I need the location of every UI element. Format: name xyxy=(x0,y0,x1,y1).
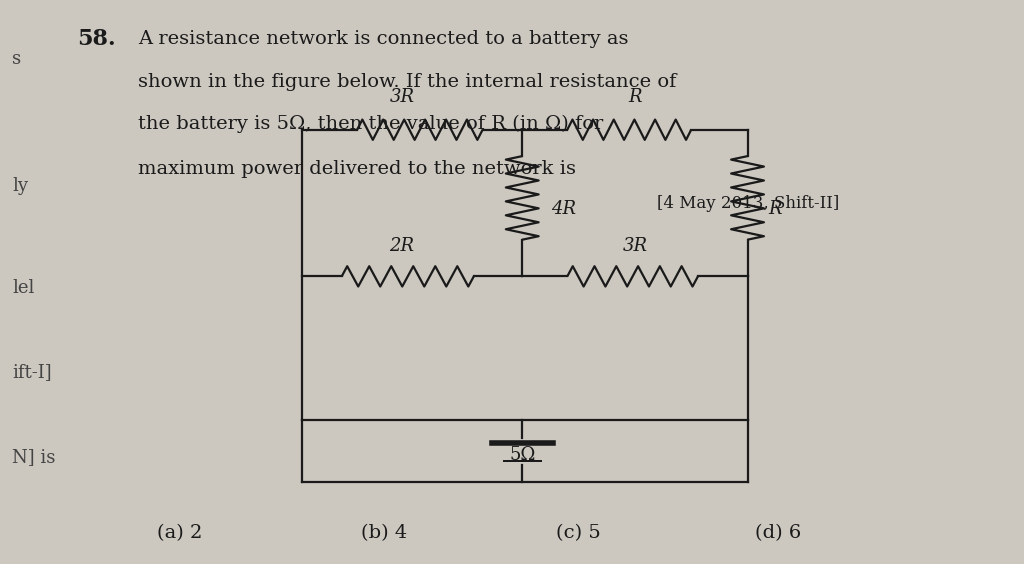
Text: A resistance network is connected to a battery as: A resistance network is connected to a b… xyxy=(138,30,629,49)
Text: (a) 2: (a) 2 xyxy=(157,524,202,542)
Text: [4 May 2013, Shift-II]: [4 May 2013, Shift-II] xyxy=(657,195,840,212)
Text: lel: lel xyxy=(12,279,35,297)
Text: shown in the figure below. If the internal resistance of: shown in the figure below. If the intern… xyxy=(138,73,677,91)
Text: 3R: 3R xyxy=(389,88,415,106)
Text: 58.: 58. xyxy=(77,28,116,51)
Text: N] is: N] is xyxy=(12,448,55,466)
Text: 5Ω: 5Ω xyxy=(509,446,536,464)
Text: (d) 6: (d) 6 xyxy=(755,524,802,542)
Text: R: R xyxy=(768,200,781,218)
Text: R: R xyxy=(628,88,642,106)
Text: maximum power delivered to the network is: maximum power delivered to the network i… xyxy=(138,160,577,178)
Text: the battery is 5Ω, then the value of R (in Ω) for: the battery is 5Ω, then the value of R (… xyxy=(138,115,603,133)
Text: 4R: 4R xyxy=(551,200,575,218)
Text: 2R: 2R xyxy=(389,237,415,255)
Text: (c) 5: (c) 5 xyxy=(556,524,601,542)
Text: (b) 4: (b) 4 xyxy=(360,524,408,542)
Text: ly: ly xyxy=(12,177,29,195)
Text: ift-I]: ift-I] xyxy=(12,363,52,381)
Text: s: s xyxy=(12,50,22,68)
Text: 3R: 3R xyxy=(623,237,647,255)
